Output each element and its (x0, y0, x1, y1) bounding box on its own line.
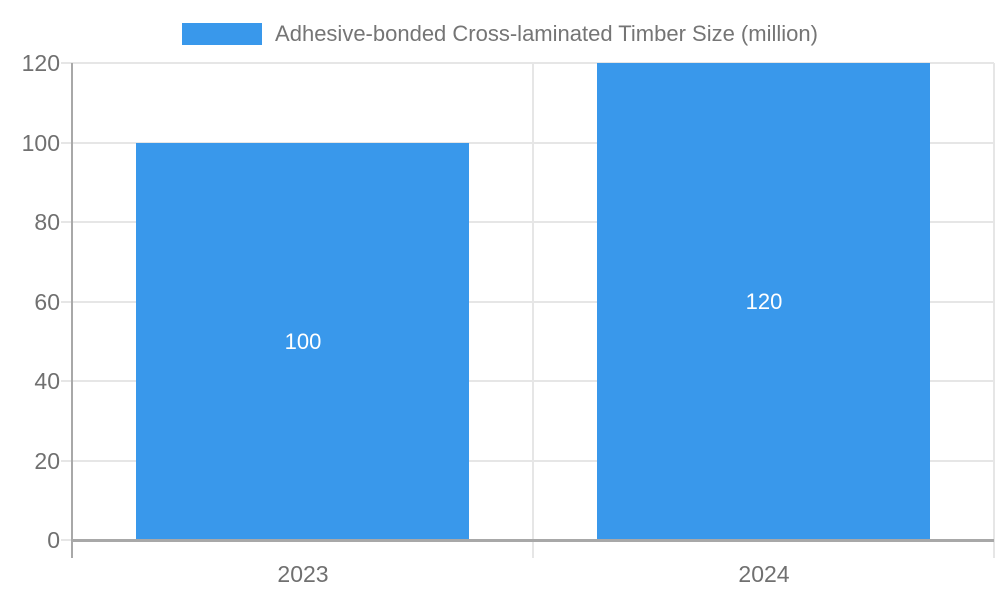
bar[interactable] (597, 63, 930, 540)
y-gridline (61, 380, 994, 382)
category-boundary-gridline (993, 63, 995, 558)
bar-value-label: 120 (745, 289, 783, 314)
y-tick-label: 60 (34, 289, 60, 315)
x-axis-line (71, 539, 994, 542)
y-tick-label: 80 (34, 209, 60, 235)
x-tick-label: 2023 (277, 561, 329, 587)
chart-legend[interactable]: Adhesive-bonded Cross-laminated Timber S… (0, 21, 1000, 47)
y-gridline (61, 460, 994, 462)
y-gridline (61, 301, 994, 303)
y-tick-label: 40 (34, 368, 60, 394)
y-gridline (61, 221, 994, 223)
x-tick-label: 2024 (738, 561, 790, 587)
category-boundary-gridline (532, 63, 534, 558)
y-tick-label: 100 (21, 130, 60, 156)
legend-label: Adhesive-bonded Cross-laminated Timber S… (275, 21, 818, 46)
bar[interactable] (136, 143, 469, 540)
legend-swatch-icon (182, 23, 263, 45)
y-gridline (61, 142, 994, 144)
y-tick-label: 20 (34, 448, 60, 474)
y-tick-label: 0 (47, 527, 60, 553)
y-tick-label: 120 (21, 50, 60, 76)
y-gridline (61, 62, 994, 64)
bar-value-label: 100 (284, 329, 322, 354)
y-axis-line (71, 63, 73, 558)
